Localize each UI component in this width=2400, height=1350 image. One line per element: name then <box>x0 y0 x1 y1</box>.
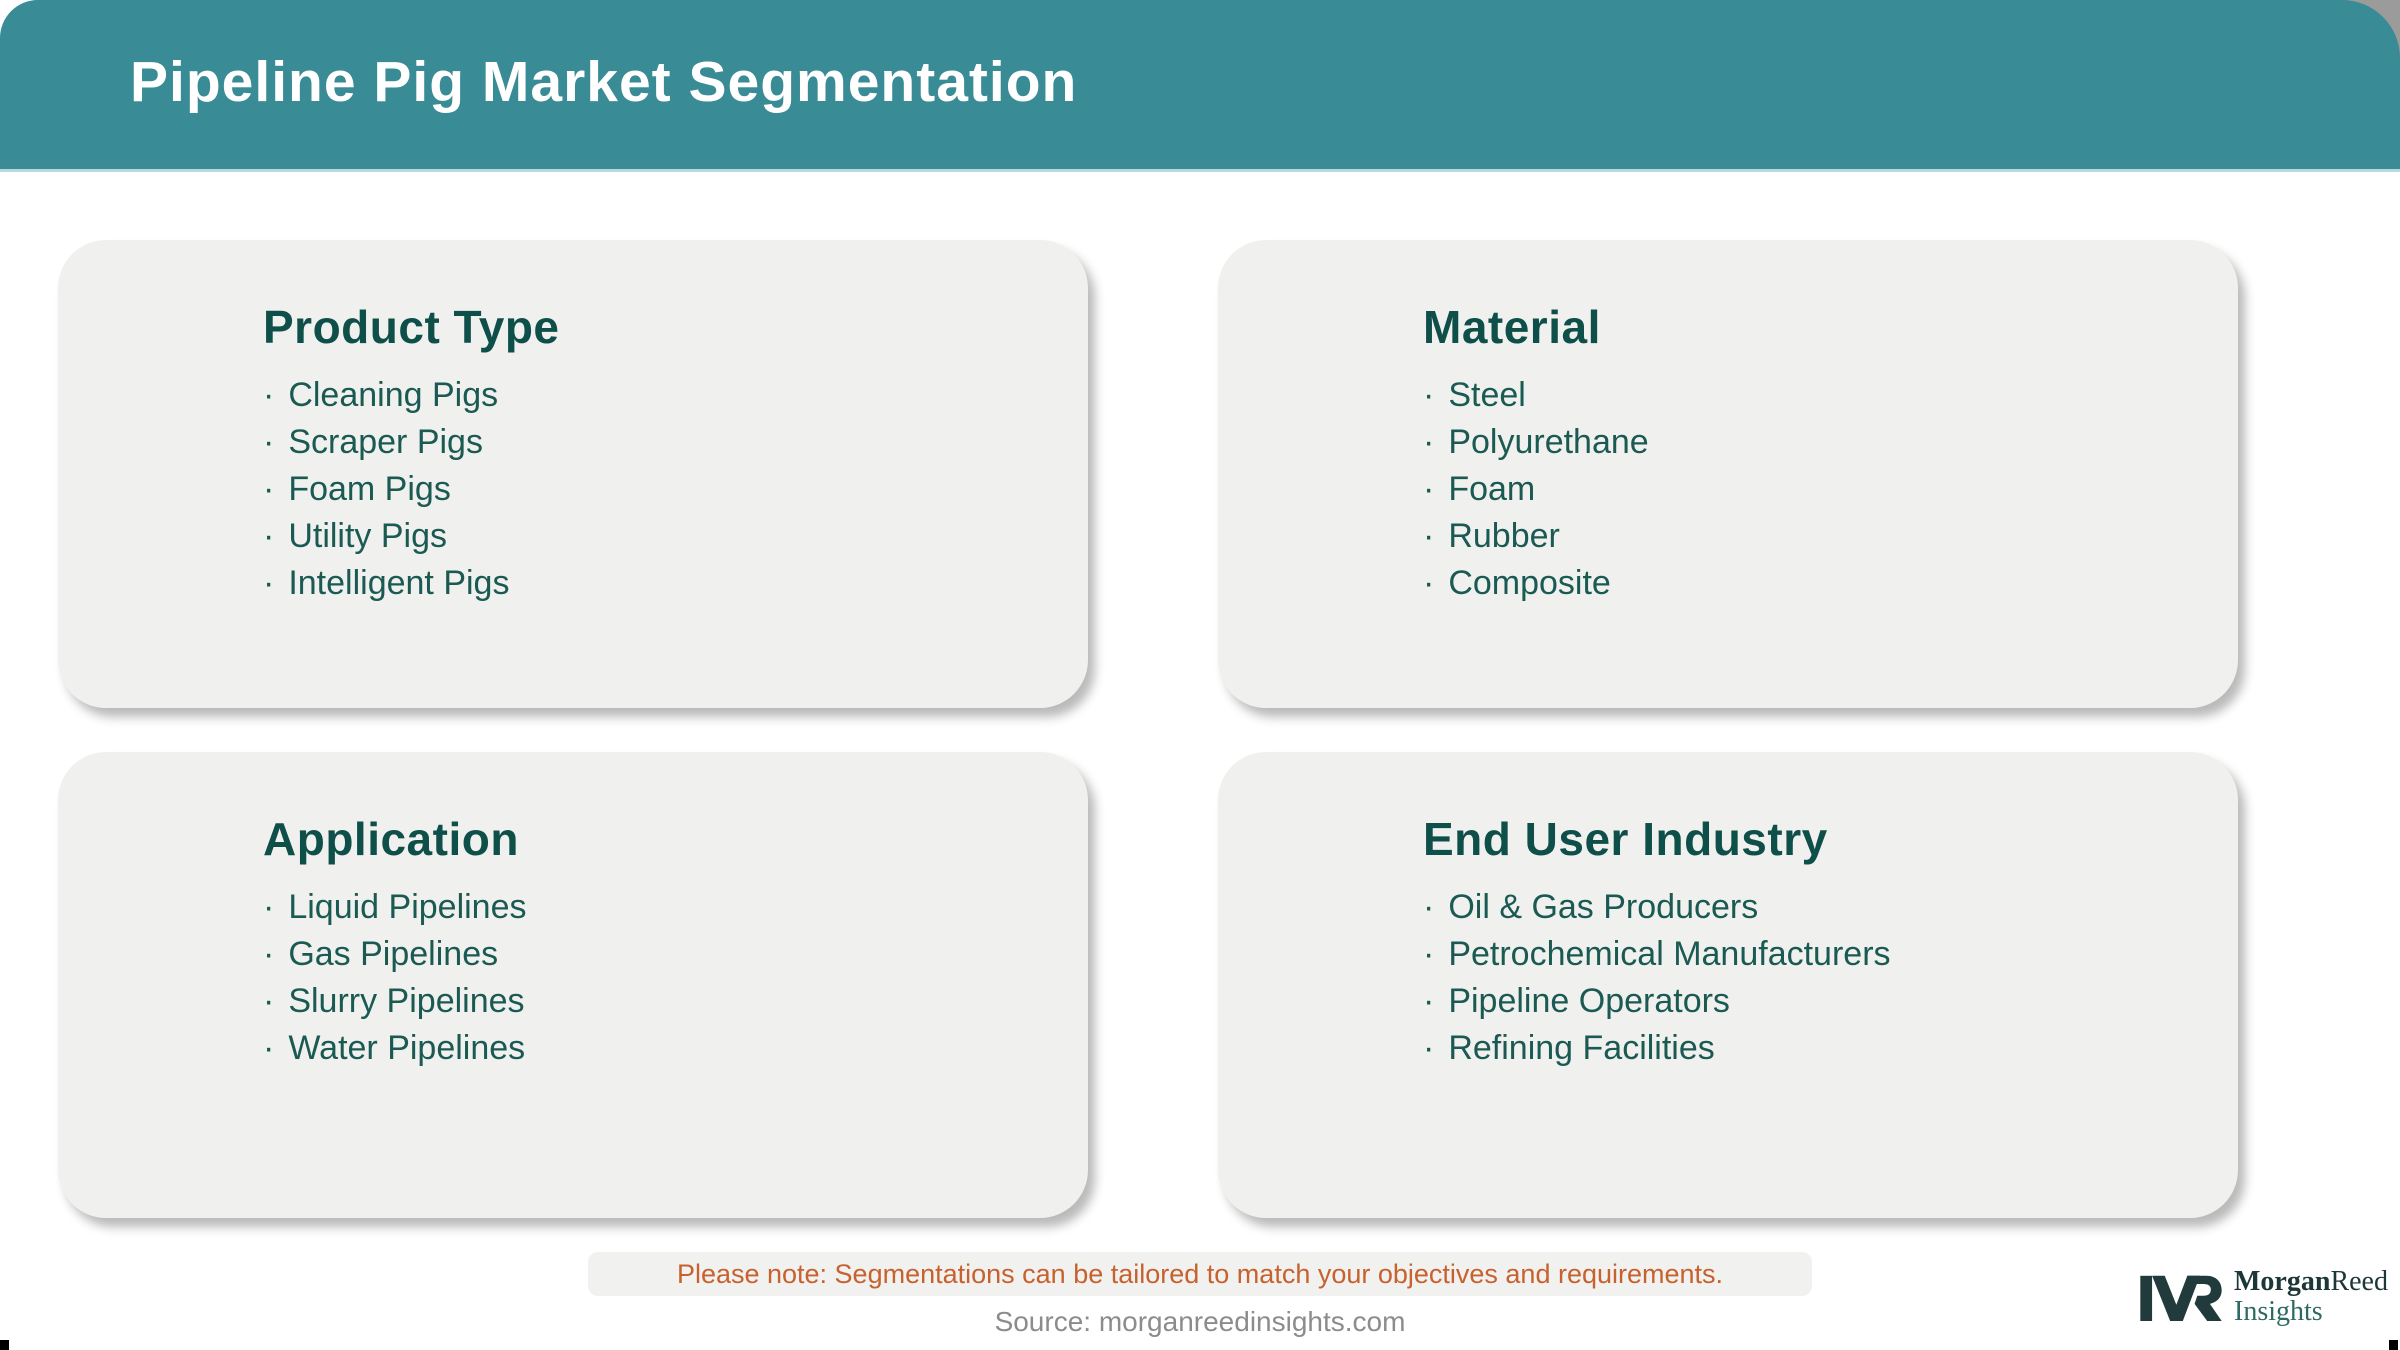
bullet-dot: · <box>263 982 275 1020</box>
corner-mark-right <box>2389 1340 2398 1350</box>
card-items: · Oil & Gas Producers · Petrochemical Manuf… <box>1423 884 2198 1072</box>
list-item: · Intelligent Pigs <box>263 560 1048 607</box>
list-item-label: Intelligent Pigs <box>288 564 510 602</box>
bullet-dot: · <box>263 888 275 926</box>
list-item-label: Refining Facilities <box>1448 1029 1715 1067</box>
card-title: Application <box>263 813 519 865</box>
list-item: · Steel <box>1423 372 2198 419</box>
bullet-dot: · <box>1423 423 1435 461</box>
card-items: · Steel · Polyurethane · Foam · Rubber · Composit… <box>1423 372 2198 607</box>
list-item-label: Gas Pipelines <box>288 935 499 973</box>
page-title: Pipeline Pig Market Segmentation <box>130 49 1078 114</box>
logo-company-name: MorganReed <box>2234 1268 2388 1296</box>
list-item: · Slurry Pipelines <box>263 978 1048 1025</box>
list-item-label: Pipeline Operators <box>1448 982 1730 1020</box>
list-item: · Rubber <box>1423 513 2198 560</box>
list-item-label: Petrochemical Manufacturers <box>1448 935 1891 973</box>
corner-mark-left <box>0 1340 9 1350</box>
cards-grid: Product Type · Cleaning Pigs · Scraper Pigs… <box>58 240 2238 1218</box>
list-item: · Pipeline Operators <box>1423 978 2198 1025</box>
card-title: End User Industry <box>1423 813 1828 865</box>
list-item: · Utility Pigs <box>263 513 1048 560</box>
list-item: · Oil & Gas Producers <box>1423 884 2198 931</box>
bullet-dot: · <box>1423 982 1435 1020</box>
bullet-dot: · <box>1423 935 1435 973</box>
note-text: Please note: Segmentations can be tailor… <box>676 1258 1724 1289</box>
card-items: · Cleaning Pigs · Scraper Pigs · Foam Pigs · Ut… <box>263 372 1048 607</box>
list-item: · Refining Facilities <box>1423 1025 2198 1072</box>
list-item-label: Foam Pigs <box>288 470 451 508</box>
note-banner: Please note: Segmentations can be tailor… <box>588 1252 1812 1296</box>
list-item-label: Rubber <box>1448 517 1560 555</box>
list-item-label: Foam <box>1448 470 1536 508</box>
list-item-label: Cleaning Pigs <box>288 376 499 414</box>
list-item-label: Scraper Pigs <box>288 423 483 461</box>
logo-name-regular: Reed <box>2330 1266 2388 1297</box>
bullet-dot: · <box>1423 1029 1435 1067</box>
logo-tagline: Insights <box>2234 1296 2323 1327</box>
bullet-dot: · <box>1423 564 1435 602</box>
card-title: Product Type <box>263 301 560 353</box>
bullet-dot: · <box>263 470 275 508</box>
bullet-dot: · <box>263 935 275 973</box>
bullet-dot: · <box>263 564 275 602</box>
list-item: · Scraper Pigs <box>263 419 1048 466</box>
list-item: · Gas Pipelines <box>263 931 1048 978</box>
card-application: Application · Liquid Pipelines · Gas Pipeli… <box>58 752 1088 1218</box>
list-item-label: Oil & Gas Producers <box>1448 888 1759 926</box>
bullet-dot: · <box>1423 470 1435 508</box>
list-item-label: Slurry Pipelines <box>288 982 525 1020</box>
list-item-label: Composite <box>1448 564 1611 602</box>
list-item: · Polyurethane <box>1423 419 2198 466</box>
list-item: · Foam Pigs <box>263 466 1048 513</box>
list-item: · Composite <box>1423 560 2198 607</box>
list-item: · Petrochemical Manufacturers <box>1423 931 2198 978</box>
card-product-type: Product Type · Cleaning Pigs · Scraper Pigs… <box>58 240 1088 708</box>
source-text: Source: morganreedinsights.com <box>994 1306 1406 1337</box>
bullet-dot: · <box>1423 517 1435 555</box>
card-material: Material · Steel · Polyurethane · Foam · Rubber… <box>1218 240 2238 708</box>
list-item-label: Liquid Pipelines <box>288 888 527 926</box>
card-items: · Liquid Pipelines · Gas Pipelines · Slurry P… <box>263 884 1048 1072</box>
header-banner: Pipeline Pig Market Segmentation <box>0 0 2400 172</box>
card-title: Material <box>1423 301 1601 353</box>
bullet-dot: · <box>263 423 275 461</box>
logo-wordmark: MorganReed Insights <box>2234 1268 2388 1326</box>
mr-monogram-icon <box>2140 1275 2222 1321</box>
bullet-dot: · <box>1423 376 1435 414</box>
list-item: · Foam <box>1423 466 2198 513</box>
list-item-label: Water Pipelines <box>288 1029 526 1067</box>
bullet-dot: · <box>263 1029 275 1067</box>
logo-name-bold: Morgan <box>2234 1266 2331 1297</box>
list-item-label: Steel <box>1448 376 1526 414</box>
list-item-label: Utility Pigs <box>288 517 448 555</box>
brand-logo: MorganReed Insights <box>2140 1268 2388 1326</box>
list-item-label: Polyurethane <box>1448 423 1649 461</box>
bullet-dot: · <box>263 517 275 555</box>
bullet-dot: · <box>1423 888 1435 926</box>
bullet-dot: · <box>263 376 275 414</box>
list-item: · Liquid Pipelines <box>263 884 1048 931</box>
card-end-user-industry: End User Industry · Oil & Gas Producers · P… <box>1218 752 2238 1218</box>
list-item: · Cleaning Pigs <box>263 372 1048 419</box>
list-item: · Water Pipelines <box>263 1025 1048 1072</box>
